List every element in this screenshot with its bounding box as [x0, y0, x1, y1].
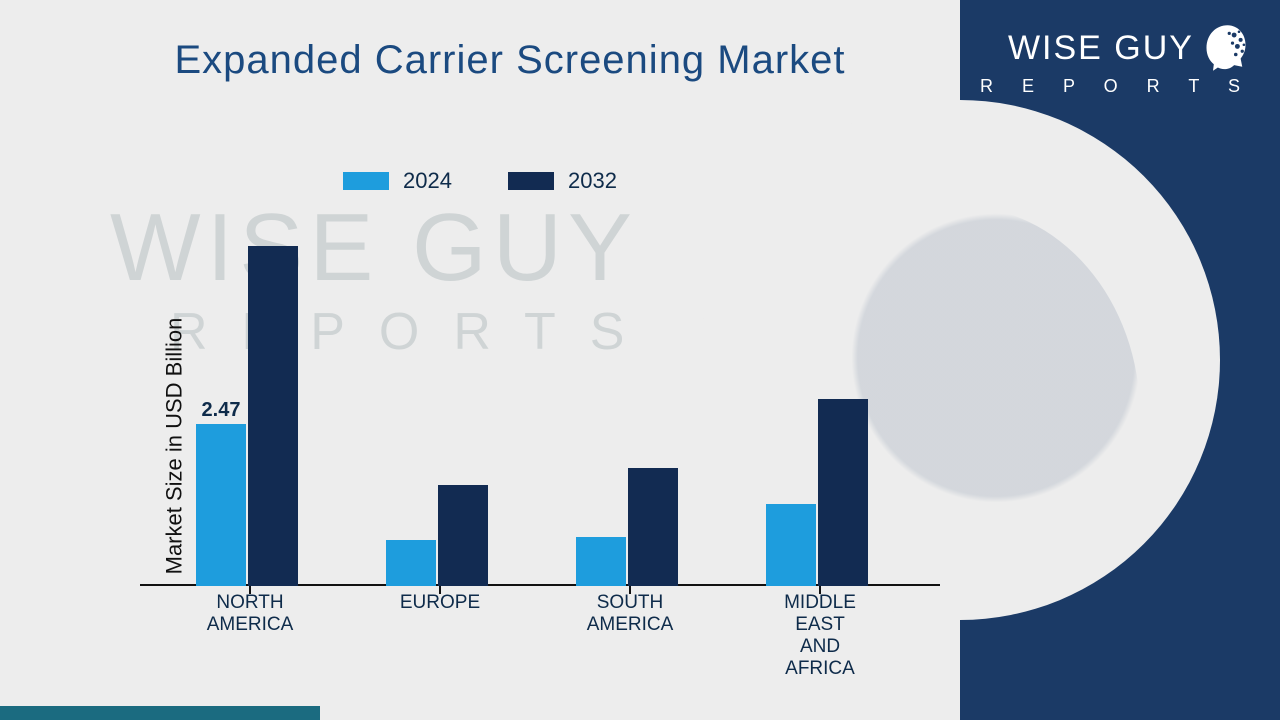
x-tick-label: MIDDLEEASTANDAFRICA	[740, 592, 900, 679]
bar-2024	[576, 537, 626, 586]
brand-name-line1: WISE GUY	[1008, 29, 1194, 68]
legend-label-2032: 2032	[568, 168, 617, 194]
page-root: WISE GUY	[0, 0, 1280, 720]
bar-2032	[438, 485, 488, 586]
bar-2024: 2.47	[196, 424, 246, 586]
brand-head-icon	[1200, 22, 1252, 74]
plot-area: 2.47	[140, 226, 940, 586]
legend-swatch-2032	[508, 172, 554, 190]
chart-title: Expanded Carrier Screening Market	[120, 38, 900, 83]
bar-2032	[248, 246, 298, 586]
x-tick-label: SOUTHAMERICA	[550, 592, 710, 636]
legend-label-2024: 2024	[403, 168, 452, 194]
legend-swatch-2024	[343, 172, 389, 190]
bar-2032	[628, 468, 678, 586]
bar-2024	[386, 540, 436, 586]
legend-item-2024: 2024	[343, 168, 452, 194]
x-tick-label: NORTHAMERICA	[170, 592, 330, 636]
legend: 2024 2032	[0, 168, 960, 194]
bar-value-label: 2.47	[196, 399, 246, 424]
x-tick-label: EUROPE	[360, 592, 520, 614]
brand-logo: WISE GUY	[980, 22, 1252, 97]
bar-2024	[766, 504, 816, 586]
brand-band	[960, 0, 1280, 720]
bar-2032	[818, 399, 868, 586]
chart-area: Market Size in USD Billion 2.47 NORTHAME…	[100, 226, 940, 666]
bottom-accent-bar	[0, 706, 320, 720]
brand-name-line2: R E P O R T S	[980, 76, 1252, 97]
legend-item-2032: 2032	[508, 168, 617, 194]
